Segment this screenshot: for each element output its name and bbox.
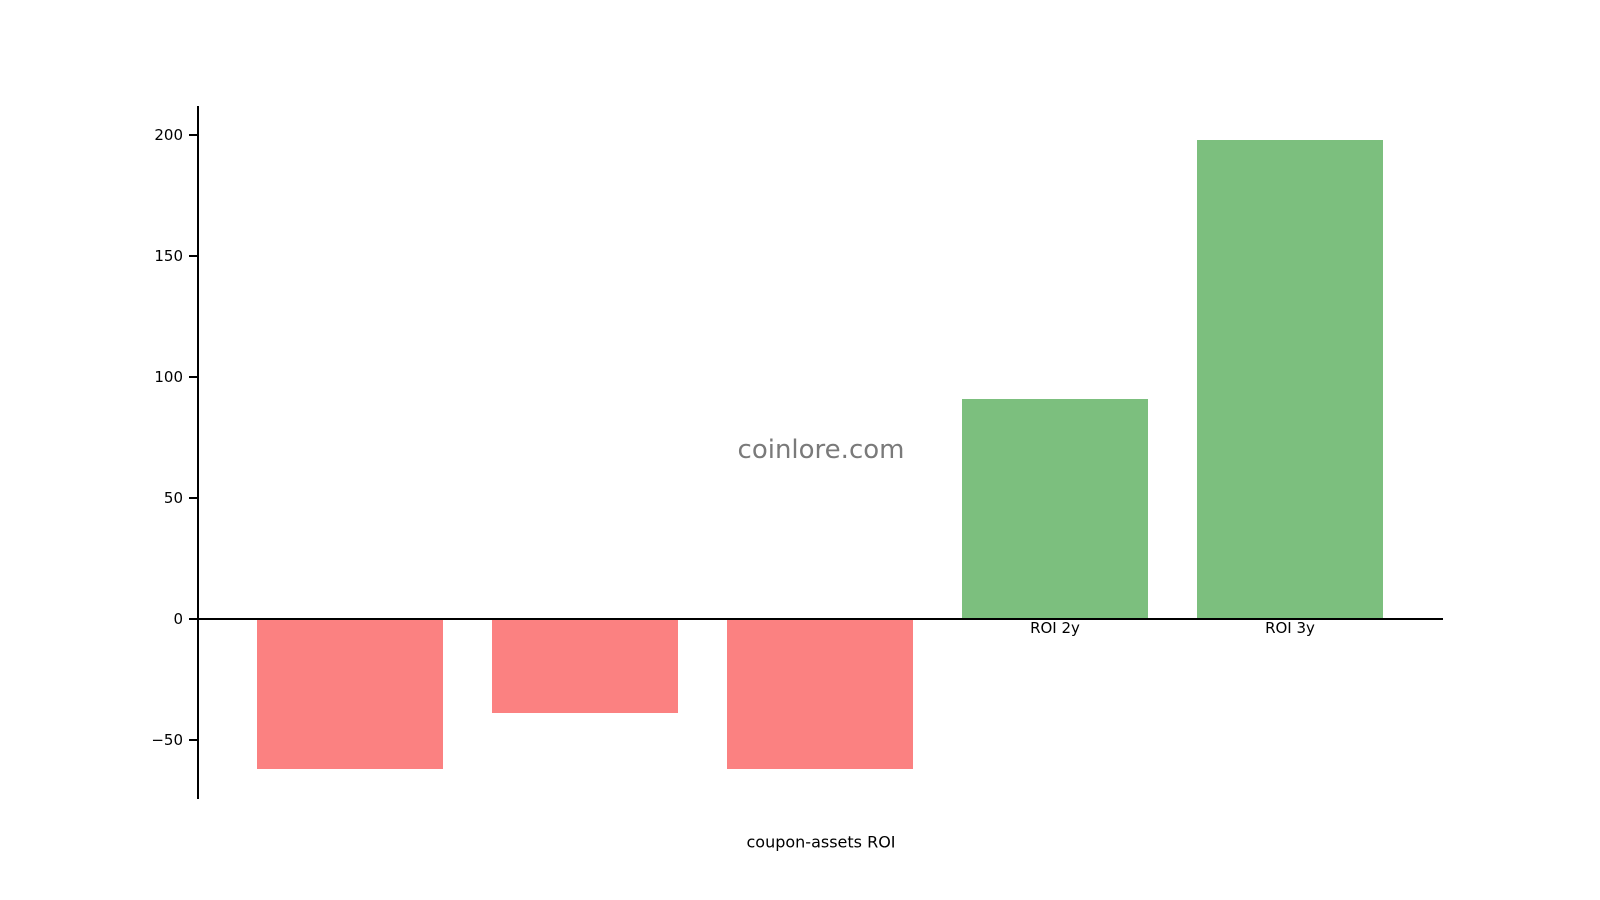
y-tick-label-100: 100 — [154, 367, 183, 386]
y-tick-label-150: 150 — [154, 246, 183, 265]
y-axis-spine — [197, 106, 199, 799]
y-tick-mark-150 — [189, 254, 197, 257]
y-tick-label-200: 200 — [154, 125, 183, 144]
y-tick-mark-50 — [189, 496, 197, 499]
x-tick-label-roi-2y: ROI 2y — [1030, 619, 1080, 637]
bar-1 — [492, 619, 678, 714]
y-tick-mark-200 — [189, 133, 197, 136]
bar-0 — [257, 619, 443, 770]
bar-roi-3y — [1197, 139, 1383, 619]
bar-2 — [727, 619, 913, 770]
y-tick-mark--50 — [189, 739, 197, 742]
y-tick-label-0: 0 — [173, 610, 183, 628]
watermark-text: coinlore.com — [737, 435, 905, 465]
y-tick-mark-100 — [189, 375, 197, 378]
x-axis-zero-line — [197, 618, 1443, 620]
y-tick-label-50: 50 — [163, 488, 183, 507]
x-tick-label-roi-3y: ROI 3y — [1265, 619, 1315, 637]
y-tick-label--50: −50 — [151, 731, 183, 750]
x-axis-label: coupon-assets ROI — [746, 832, 896, 852]
y-tick-mark-0 — [189, 618, 197, 620]
bar-roi-2y — [962, 398, 1148, 619]
